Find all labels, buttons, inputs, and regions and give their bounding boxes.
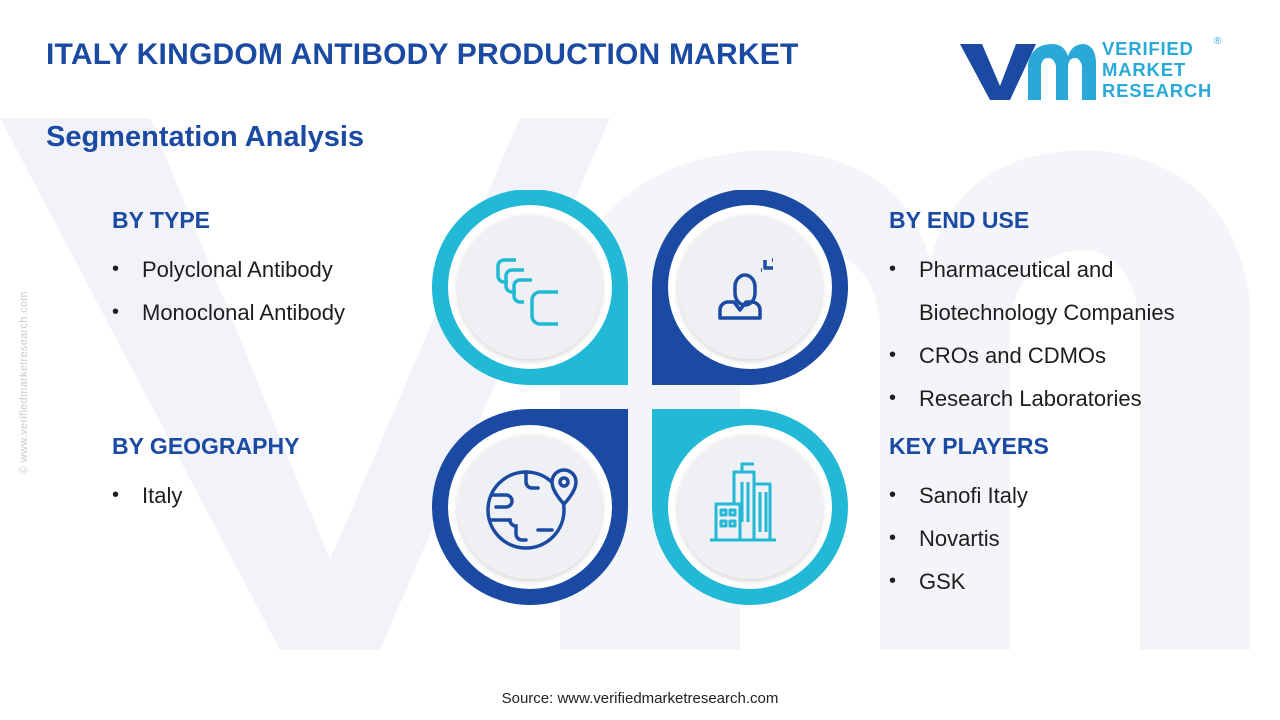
user-profile-icon: [718, 258, 773, 320]
page-title: ITALY KINGDOM ANTIBODY PRODUCTION MARKET: [46, 38, 799, 71]
city-buildings-icon: [710, 462, 776, 542]
brand-logo: VERIFIED MARKET RESEARCH ®: [958, 36, 1228, 104]
list-item: Sanofi Italy: [889, 474, 1249, 517]
list-item: Monoclonal Antibody: [112, 291, 472, 334]
segment-heading: KEY PLAYERS: [889, 433, 1049, 459]
list-item: Research Laboratories: [889, 377, 1249, 420]
logo-line-3: RESEARCH: [1102, 80, 1213, 101]
segment-heading: BY GEOGRAPHY: [112, 433, 300, 459]
logo-line-2: MARKET: [1102, 59, 1186, 80]
segment-by-type: BY TYPE Polyclonal Antibody Monoclonal A…: [112, 207, 472, 334]
vmr-logo-mark: [960, 44, 1096, 100]
logo-line-1: VERIFIED: [1102, 38, 1194, 59]
segment-by-end-use: BY END USE Pharmaceutical and Biotechnol…: [889, 207, 1249, 420]
list-item: GSK: [889, 560, 1249, 603]
segment-by-geography: BY GEOGRAPHY Italy: [112, 433, 472, 517]
segment-heading: BY TYPE: [112, 207, 210, 233]
petal-top-left: [432, 190, 628, 385]
antibody-blocks-icon: [496, 258, 558, 326]
registered-mark: ®: [1214, 36, 1222, 47]
segment-key-players: KEY PLAYERS Sanofi Italy Novartis GSK: [889, 433, 1249, 603]
list-item: Polyclonal Antibody: [112, 248, 472, 291]
side-watermark-text: © www.verifiedmarketresearch.com: [18, 291, 30, 474]
list-item: Novartis: [889, 517, 1249, 560]
segmentation-quad-graphic: [432, 190, 848, 605]
petal-top-right: [652, 190, 848, 385]
list-item: Pharmaceutical and Biotechnology Compani…: [889, 248, 1219, 334]
petal-bottom-right: [652, 409, 848, 605]
logo-wordmark: VERIFIED MARKET RESEARCH: [1102, 38, 1212, 101]
list-item: CROs and CDMOs: [889, 334, 1249, 377]
list-item: Italy: [112, 474, 472, 517]
source-footer: Source: www.verifiedmarketresearch.com: [501, 690, 779, 707]
globe-location-icon: [486, 468, 578, 550]
petal-bottom-left: [432, 409, 628, 605]
segment-heading: BY END USE: [889, 207, 1030, 233]
section-subtitle: Segmentation Analysis: [46, 121, 365, 153]
